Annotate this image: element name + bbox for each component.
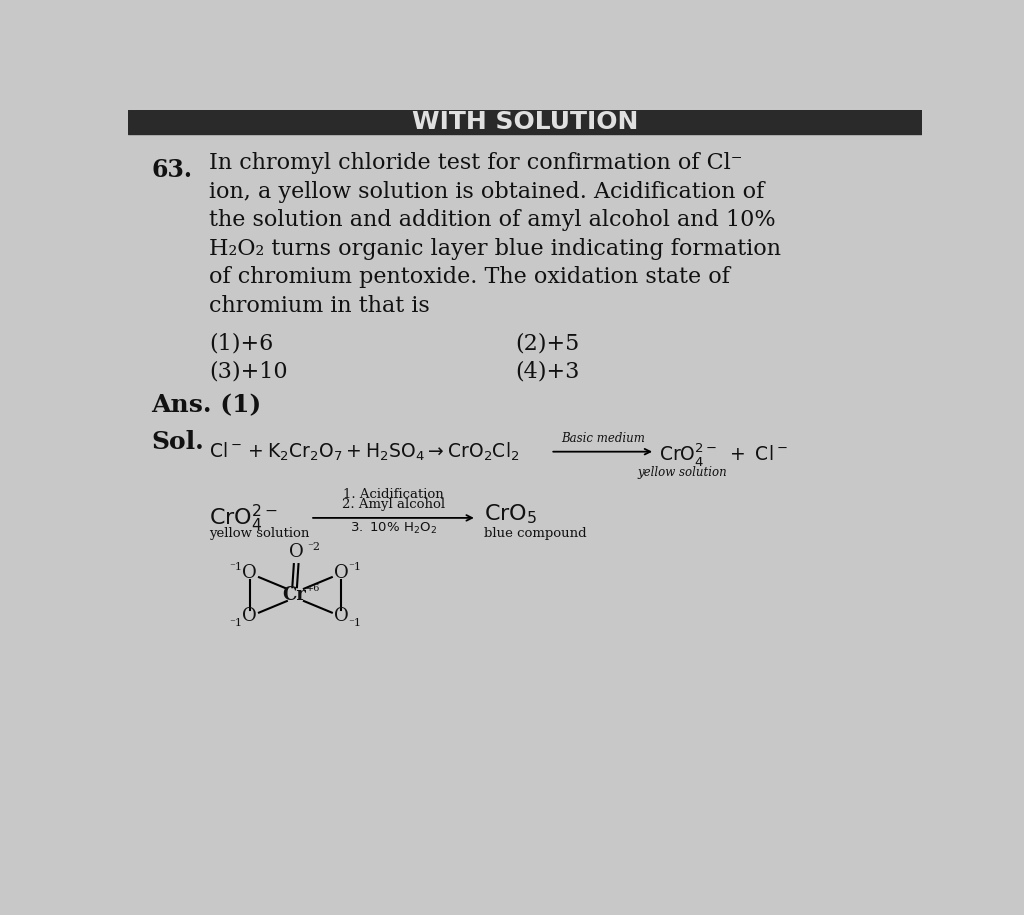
Text: $\mathrm{Cl^- + K_2Cr_2O_7 + H_2SO_4 \rightarrow CrO_2Cl_2}$: $\mathrm{Cl^- + K_2Cr_2O_7 + H_2SO_4 \ri…	[209, 441, 520, 463]
Text: $\mathrm{CrO_4^{2-}\ +\ Cl^-}$: $\mathrm{CrO_4^{2-}\ +\ Cl^-}$	[658, 441, 787, 468]
Text: blue compound: blue compound	[484, 527, 587, 540]
Text: Cr: Cr	[283, 586, 306, 604]
Text: 63.: 63.	[152, 157, 193, 181]
Text: H₂O₂ turns organic layer blue indicating formation: H₂O₂ turns organic layer blue indicating…	[209, 238, 781, 260]
Text: +6: +6	[305, 585, 319, 593]
Text: yellow solution: yellow solution	[637, 466, 727, 479]
Text: WITH SOLUTION: WITH SOLUTION	[412, 110, 638, 135]
Text: (2)+5: (2)+5	[515, 332, 580, 354]
Text: $\mathrm{CrO_5}$: $\mathrm{CrO_5}$	[484, 502, 538, 526]
Text: O: O	[243, 608, 257, 626]
Text: O: O	[334, 608, 348, 626]
Text: Ans. (1): Ans. (1)	[152, 393, 261, 417]
Text: of chromium pentoxide. The oxidation state of: of chromium pentoxide. The oxidation sta…	[209, 266, 730, 288]
Text: ⁻1: ⁻1	[229, 562, 243, 572]
Text: O: O	[334, 565, 348, 582]
Text: (4)+3: (4)+3	[515, 361, 580, 382]
Text: ⁻1: ⁻1	[348, 618, 361, 628]
Text: 2. Amyl alcohol: 2. Amyl alcohol	[342, 498, 445, 511]
Text: ⁻1: ⁻1	[348, 562, 361, 572]
Text: 1. Acidification: 1. Acidification	[343, 488, 443, 501]
Text: the solution and addition of amyl alcohol and 10%: the solution and addition of amyl alcoho…	[209, 210, 776, 231]
Text: ⁻2: ⁻2	[307, 543, 321, 552]
Text: (3)+10: (3)+10	[209, 361, 288, 382]
Text: Basic medium: Basic medium	[561, 432, 645, 445]
Text: O: O	[289, 543, 303, 561]
Text: In chromyl chloride test for confirmation of Cl⁻: In chromyl chloride test for confirmatio…	[209, 152, 742, 174]
Bar	[128, 110, 922, 135]
Text: chromium in that is: chromium in that is	[209, 295, 430, 317]
Text: $\mathrm{CrO_4^{2-}}$: $\mathrm{CrO_4^{2-}}$	[209, 502, 279, 533]
Text: $\mathrm{3.\ 10\%\ H_2O_2}$: $\mathrm{3.\ 10\%\ H_2O_2}$	[350, 521, 437, 536]
Text: O: O	[243, 565, 257, 582]
Text: Sol.: Sol.	[152, 430, 204, 454]
Text: yellow solution: yellow solution	[209, 527, 309, 540]
Text: ion, a yellow solution is obtained. Acidification of: ion, a yellow solution is obtained. Acid…	[209, 180, 765, 202]
Text: (1)+6: (1)+6	[209, 332, 273, 354]
Text: ⁻1: ⁻1	[229, 618, 243, 628]
